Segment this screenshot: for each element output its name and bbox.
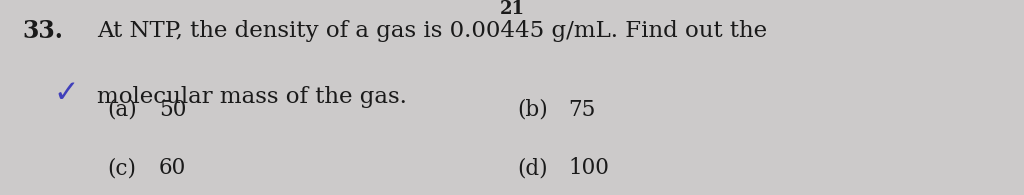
Text: 21: 21 xyxy=(500,0,524,18)
Text: (d): (d) xyxy=(517,157,548,179)
Text: At NTP, the density of a gas is 0.00445 g/mL. Find out the: At NTP, the density of a gas is 0.00445 … xyxy=(97,20,767,42)
Text: (c): (c) xyxy=(108,157,136,179)
Text: (b): (b) xyxy=(517,99,548,121)
Text: (a): (a) xyxy=(108,99,137,121)
Text: 60: 60 xyxy=(159,157,186,179)
Text: molecular mass of the gas.: molecular mass of the gas. xyxy=(97,86,408,108)
Text: 100: 100 xyxy=(568,157,609,179)
Text: 50: 50 xyxy=(159,99,186,121)
Text: 33.: 33. xyxy=(23,20,63,43)
Text: ✓: ✓ xyxy=(54,79,79,108)
Text: 75: 75 xyxy=(568,99,596,121)
